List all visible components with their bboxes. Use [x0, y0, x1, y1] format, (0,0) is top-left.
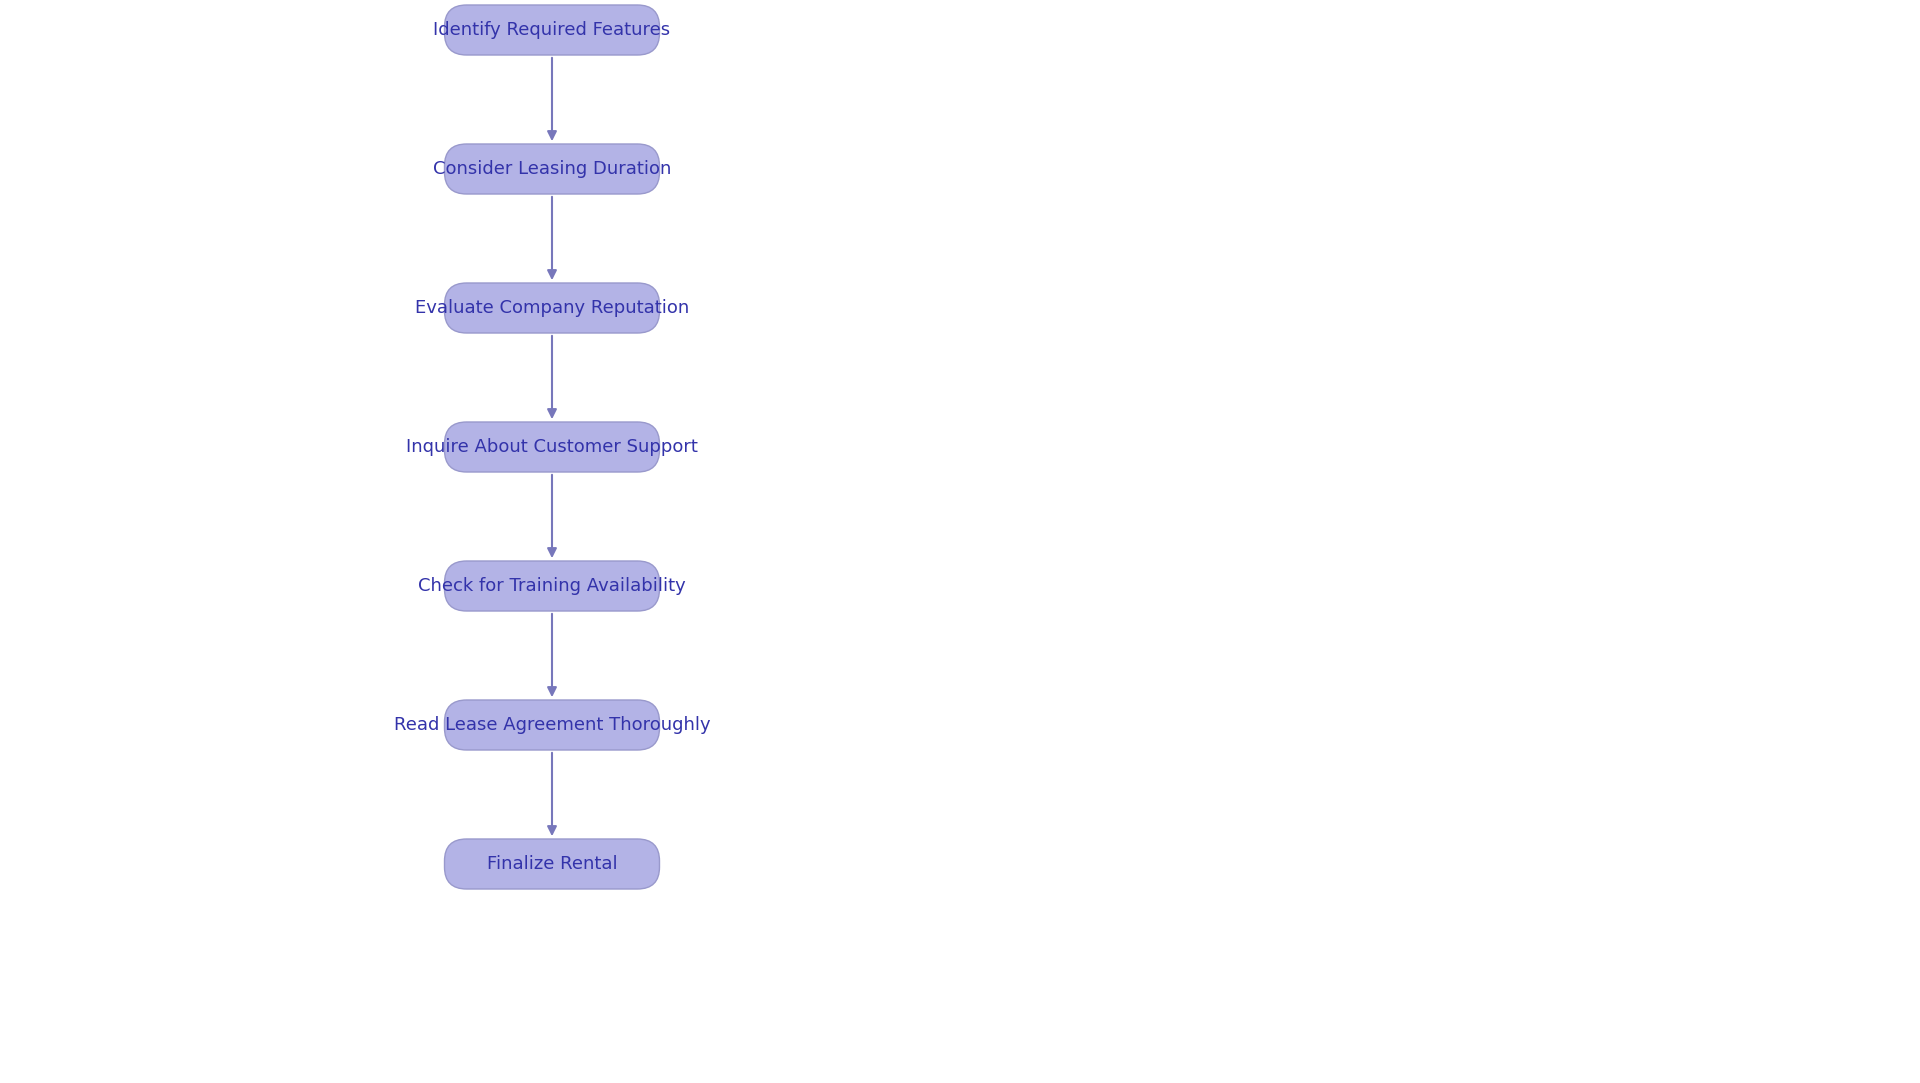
Text: Identify Required Features: Identify Required Features — [434, 21, 670, 39]
Text: Evaluate Company Reputation: Evaluate Company Reputation — [415, 299, 689, 317]
FancyBboxPatch shape — [445, 422, 659, 472]
Text: Check for Training Availability: Check for Training Availability — [419, 577, 685, 595]
Text: Consider Leasing Duration: Consider Leasing Duration — [432, 160, 672, 178]
FancyBboxPatch shape — [445, 5, 659, 55]
FancyBboxPatch shape — [445, 144, 659, 194]
Text: Finalize Rental: Finalize Rental — [486, 854, 618, 873]
FancyBboxPatch shape — [445, 839, 659, 889]
FancyBboxPatch shape — [445, 283, 659, 332]
Text: Read Lease Agreement Thoroughly: Read Lease Agreement Thoroughly — [394, 716, 710, 734]
Text: Inquire About Customer Support: Inquire About Customer Support — [405, 438, 699, 456]
FancyBboxPatch shape — [445, 700, 659, 751]
FancyBboxPatch shape — [445, 561, 659, 611]
